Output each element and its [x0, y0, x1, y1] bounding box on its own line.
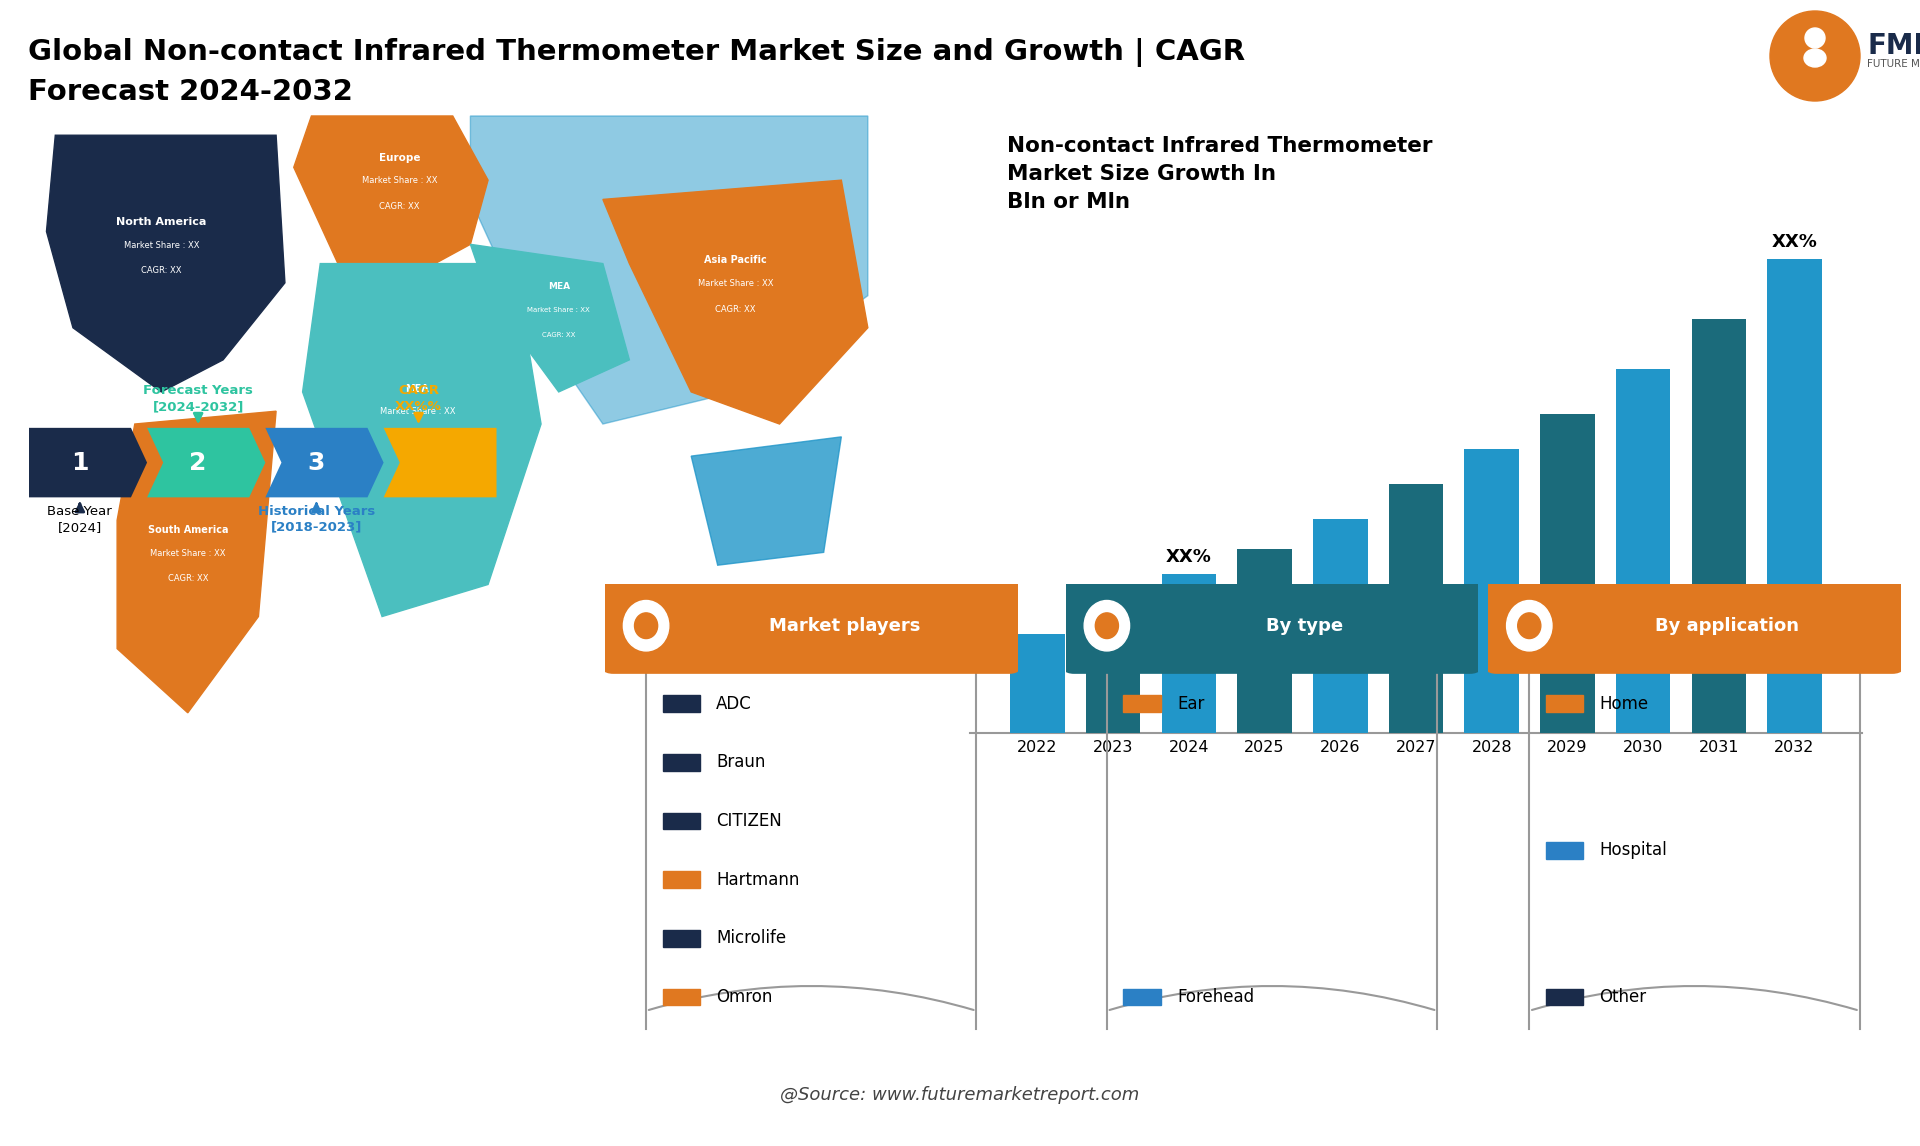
Text: Home: Home: [1599, 694, 1649, 713]
Text: Other: Other: [1599, 988, 1647, 1006]
Text: CAGR: XX: CAGR: XX: [380, 202, 420, 211]
Text: FMR: FMR: [1866, 32, 1920, 60]
Text: Market Share : XX: Market Share : XX: [697, 278, 774, 288]
Bar: [662, 754, 699, 770]
Polygon shape: [303, 264, 541, 617]
Bar: [1540, 414, 1596, 733]
Bar: [1010, 634, 1066, 733]
Text: MEA: MEA: [405, 384, 430, 394]
Bar: [662, 696, 699, 712]
Bar: [662, 989, 699, 1005]
Bar: [662, 813, 699, 830]
Ellipse shape: [1805, 49, 1826, 66]
Text: Ear: Ear: [1177, 694, 1204, 713]
Bar: [1766, 259, 1822, 733]
Bar: [1692, 319, 1745, 733]
Bar: [1236, 549, 1292, 733]
Bar: [1546, 842, 1582, 858]
Circle shape: [624, 601, 668, 651]
Text: CITIZEN: CITIZEN: [716, 813, 781, 830]
Text: Omron: Omron: [716, 988, 772, 1006]
Bar: [1465, 449, 1519, 733]
Text: Asia Pacific: Asia Pacific: [705, 256, 766, 266]
Text: Market Share : XX: Market Share : XX: [123, 241, 200, 250]
Polygon shape: [470, 244, 630, 392]
Bar: [1388, 484, 1444, 733]
Text: North America: North America: [115, 217, 207, 227]
Circle shape: [1507, 601, 1551, 651]
Text: CAGR: XX: CAGR: XX: [541, 332, 576, 338]
Text: @Source: www.futuremarketreport.com: @Source: www.futuremarketreport.com: [780, 1086, 1140, 1104]
Text: Historical Years
[2018-2023]: Historical Years [2018-2023]: [257, 504, 374, 534]
Text: Global Non-contact Infrared Thermometer Market Size and Growth | CAGR
Forecast 2: Global Non-contact Infrared Thermometer …: [29, 38, 1246, 105]
Text: 2: 2: [190, 450, 207, 474]
Text: ADC: ADC: [716, 694, 753, 713]
Circle shape: [1517, 613, 1542, 638]
Text: Market Share : XX: Market Share : XX: [528, 307, 589, 313]
Polygon shape: [603, 180, 868, 424]
Text: 4: 4: [426, 450, 444, 474]
Text: Non-contact Infrared Thermometer
Market Size Growth In
Bln or Mln: Non-contact Infrared Thermometer Market …: [1008, 135, 1432, 212]
Bar: [1546, 696, 1582, 712]
Polygon shape: [148, 427, 265, 497]
Text: Forehead: Forehead: [1177, 988, 1254, 1006]
Text: FUTURE MARKET REPORT: FUTURE MARKET REPORT: [1866, 58, 1920, 69]
Text: By type: By type: [1267, 617, 1344, 635]
Text: XX%: XX%: [1772, 233, 1818, 251]
Bar: [1162, 574, 1215, 733]
Text: Forecast Years
[2024-2032]: Forecast Years [2024-2032]: [144, 384, 253, 413]
Text: South America: South America: [148, 525, 228, 535]
Bar: [1123, 696, 1160, 712]
Polygon shape: [46, 135, 284, 392]
Polygon shape: [470, 116, 868, 424]
Text: Market players: Market players: [768, 617, 920, 635]
Polygon shape: [691, 437, 841, 565]
Text: CAGR: XX: CAGR: XX: [167, 574, 207, 583]
Text: MEA: MEA: [547, 282, 570, 291]
Polygon shape: [294, 116, 488, 283]
Text: CAGR: XX: CAGR: XX: [140, 266, 182, 275]
Text: Hospital: Hospital: [1599, 841, 1667, 860]
Bar: [1313, 519, 1367, 733]
Polygon shape: [117, 411, 276, 713]
Text: CAGR: XX: CAGR: XX: [397, 433, 438, 442]
Text: CAGR: XX: CAGR: XX: [714, 305, 756, 314]
Circle shape: [1770, 11, 1860, 101]
Text: 3: 3: [307, 450, 324, 474]
Circle shape: [1085, 601, 1129, 651]
Text: By application: By application: [1655, 617, 1799, 635]
Text: Market Share : XX: Market Share : XX: [363, 176, 438, 186]
Bar: [1546, 989, 1582, 1005]
Text: Europe: Europe: [378, 152, 420, 163]
Bar: [1087, 598, 1140, 733]
Bar: [1123, 989, 1160, 1005]
Bar: [1617, 369, 1670, 733]
Bar: [662, 871, 699, 888]
Text: Microlife: Microlife: [716, 929, 787, 948]
Text: 1: 1: [71, 450, 88, 474]
Polygon shape: [265, 427, 384, 497]
Text: Hartmann: Hartmann: [716, 871, 799, 888]
Circle shape: [1094, 613, 1119, 638]
Circle shape: [634, 613, 659, 638]
Text: Market Share : XX: Market Share : XX: [380, 407, 455, 416]
Text: Market Share : XX: Market Share : XX: [150, 549, 225, 558]
Text: Braun: Braun: [716, 753, 766, 771]
Text: Base Year
[2024]: Base Year [2024]: [48, 504, 111, 534]
FancyBboxPatch shape: [1060, 578, 1484, 674]
Text: CAGR
XX%%: CAGR XX%%: [396, 384, 442, 413]
Bar: [662, 931, 699, 947]
FancyBboxPatch shape: [599, 578, 1023, 674]
Polygon shape: [29, 427, 148, 497]
Circle shape: [1805, 28, 1826, 48]
Text: XX%: XX%: [1165, 548, 1212, 566]
Polygon shape: [384, 427, 497, 497]
FancyBboxPatch shape: [1482, 578, 1907, 674]
